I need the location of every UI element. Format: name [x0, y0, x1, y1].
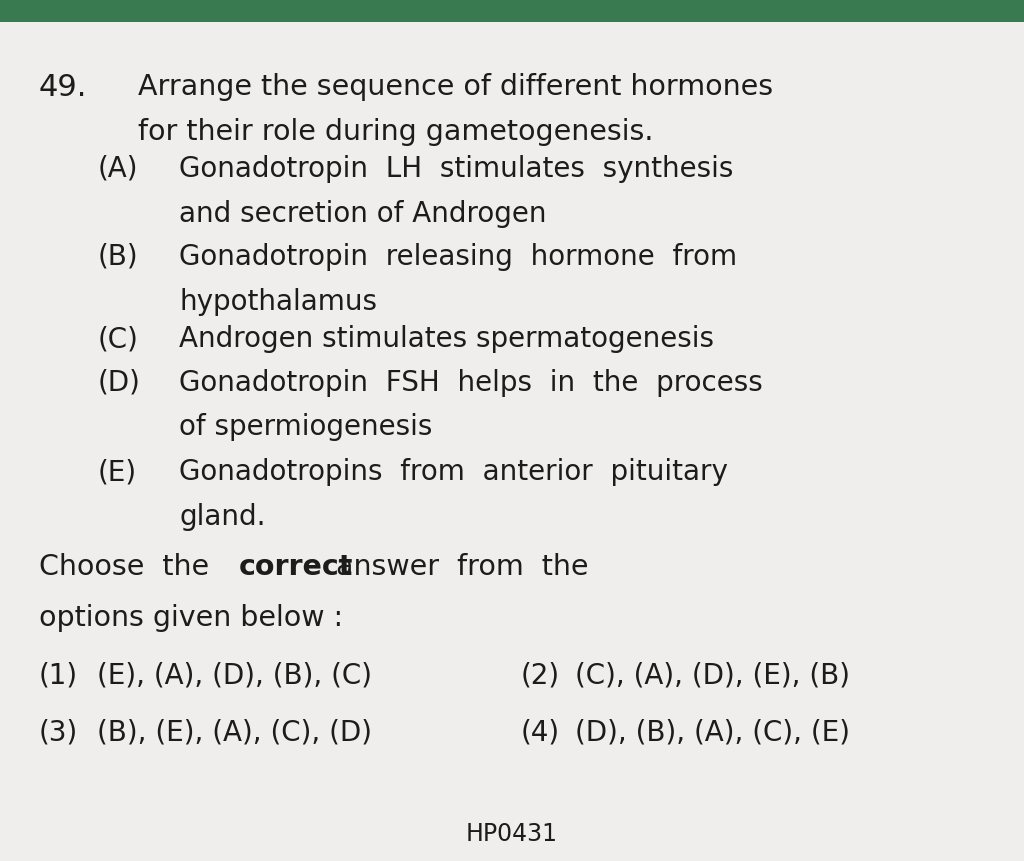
Text: Choose  the: Choose the — [39, 553, 227, 581]
Text: (D), (B), (A), (C), (E): (D), (B), (A), (C), (E) — [575, 718, 851, 746]
Text: 49.: 49. — [39, 73, 87, 102]
Text: Gonadotropins  from  anterior  pituitary: Gonadotropins from anterior pituitary — [179, 458, 728, 486]
Text: (4): (4) — [520, 718, 559, 746]
Text: for their role during gametogenesis.: for their role during gametogenesis. — [138, 118, 653, 146]
Text: Gonadotropin  FSH  helps  in  the  process: Gonadotropin FSH helps in the process — [179, 369, 763, 397]
Text: gland.: gland. — [179, 503, 265, 531]
Text: Gonadotropin  releasing  hormone  from: Gonadotropin releasing hormone from — [179, 243, 737, 271]
Text: (3): (3) — [39, 718, 78, 746]
Text: HP0431: HP0431 — [466, 822, 558, 846]
Text: (C): (C) — [97, 325, 138, 354]
Text: and secretion of Androgen: and secretion of Androgen — [179, 200, 547, 228]
Text: (B), (E), (A), (C), (D): (B), (E), (A), (C), (D) — [97, 718, 373, 746]
Text: Gonadotropin  LH  stimulates  synthesis: Gonadotropin LH stimulates synthesis — [179, 155, 733, 183]
Text: Arrange the sequence of different hormones: Arrange the sequence of different hormon… — [138, 73, 773, 102]
Text: (E): (E) — [97, 458, 136, 486]
Text: hypothalamus: hypothalamus — [179, 288, 377, 316]
Text: Androgen stimulates spermatogenesis: Androgen stimulates spermatogenesis — [179, 325, 714, 354]
Text: (E), (A), (D), (B), (C): (E), (A), (D), (B), (C) — [97, 661, 373, 690]
Text: (C), (A), (D), (E), (B): (C), (A), (D), (E), (B) — [575, 661, 851, 690]
Text: options given below :: options given below : — [39, 604, 343, 633]
Text: (2): (2) — [520, 661, 559, 690]
Text: (B): (B) — [97, 243, 138, 271]
Bar — [0, 0, 1024, 22]
Text: (A): (A) — [97, 155, 138, 183]
Text: (D): (D) — [97, 369, 140, 397]
Text: (1): (1) — [39, 661, 78, 690]
Text: of spermiogenesis: of spermiogenesis — [179, 413, 432, 442]
Text: answer  from  the: answer from the — [318, 553, 589, 581]
Text: correct: correct — [239, 553, 353, 581]
